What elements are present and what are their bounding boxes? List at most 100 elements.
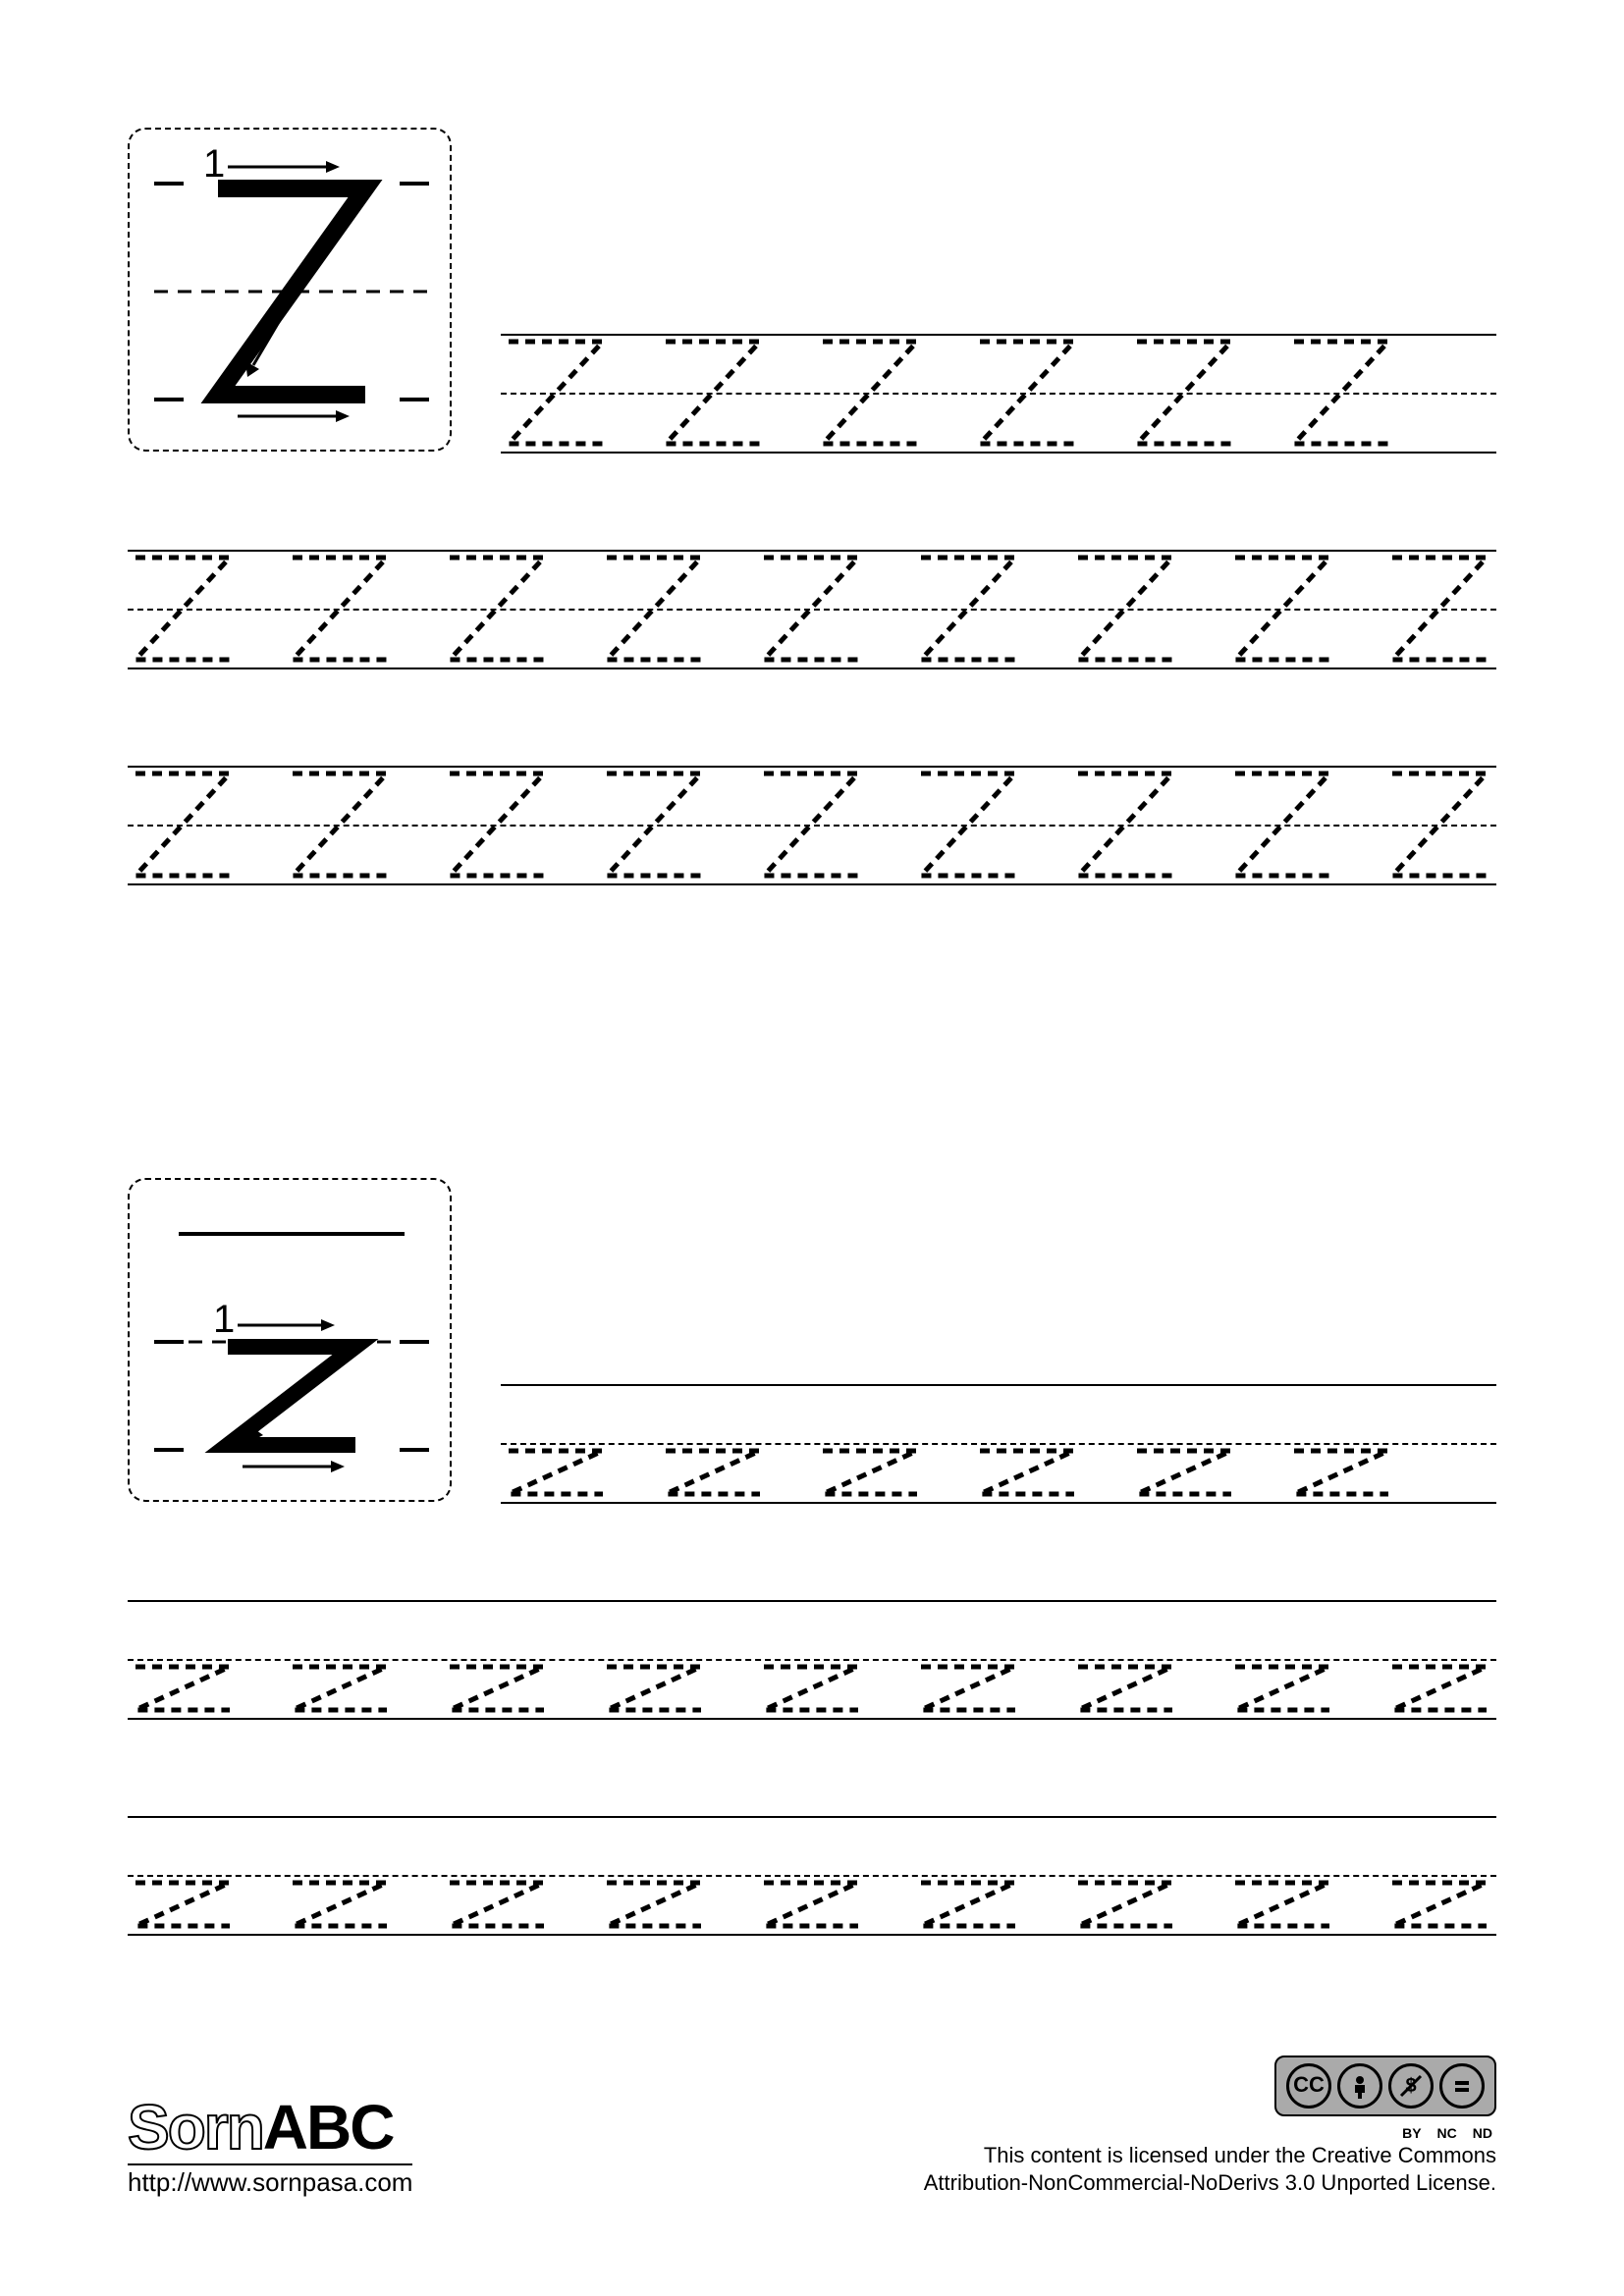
trace-letter	[1227, 766, 1384, 883]
demo-box-lower-z: 1	[128, 1178, 452, 1502]
trace-letter-z	[1384, 1875, 1542, 1934]
trace-letter	[285, 550, 442, 667]
brand: SornABC http://www.sornpasa.com	[128, 2091, 412, 2198]
trace-letter	[756, 550, 913, 667]
trace-letter-z	[501, 1443, 658, 1502]
trace-letter-z	[1070, 550, 1227, 667]
trace-letter	[599, 766, 756, 883]
trace-letter-z	[756, 1659, 913, 1718]
trace-letter-z	[1286, 1443, 1443, 1502]
brand-name: SornABC	[128, 2091, 412, 2163]
trace-letter-z	[442, 766, 599, 883]
trace-letter	[815, 1443, 972, 1502]
trace-letter-z	[913, 550, 1070, 667]
practice-row-lower	[128, 1600, 1496, 1718]
trace-letter-z	[1129, 334, 1286, 452]
trace-letter	[1286, 1443, 1443, 1502]
trace-letter-z	[128, 550, 285, 667]
footer: SornABC http://www.sornpasa.com CC $	[128, 2056, 1496, 2198]
trace-letter	[756, 1659, 913, 1718]
cc-badge: CC $	[1274, 2056, 1496, 2116]
trace-letter-z	[501, 334, 658, 452]
trace-letter-z	[599, 550, 756, 667]
trace-letter-z	[1384, 1659, 1542, 1718]
brand-outline: Sorn	[128, 2092, 263, 2163]
stroke-number-1-lower: 1	[213, 1298, 235, 1341]
trace-letter	[1384, 1875, 1542, 1934]
trace-letter-z	[285, 766, 442, 883]
trace-letter	[658, 334, 815, 452]
practice-row-upper	[128, 550, 1496, 667]
trace-letter	[1286, 334, 1443, 452]
trace-letter	[285, 1659, 442, 1718]
trace-letter-z	[1384, 766, 1542, 883]
trace-letter-z	[128, 766, 285, 883]
trace-letter	[1129, 334, 1286, 452]
trace-letter-z	[756, 550, 913, 667]
trace-letter	[1070, 550, 1227, 667]
demo-lower-z-svg: 1	[130, 1180, 454, 1504]
trace-letter-z	[913, 766, 1070, 883]
trace-letter-z	[815, 334, 972, 452]
trace-letter	[1070, 1875, 1227, 1934]
by-icon	[1337, 2063, 1382, 2109]
nc-icon: $	[1388, 2063, 1434, 2109]
trace-letter-z	[815, 1443, 972, 1502]
nd-icon	[1439, 2063, 1485, 2109]
trace-letter	[972, 1443, 1129, 1502]
trace-letter	[501, 334, 658, 452]
trace-letter	[756, 766, 913, 883]
trace-letter	[285, 766, 442, 883]
trace-letter	[599, 550, 756, 667]
trace-letter	[442, 550, 599, 667]
worksheet-page: 1 1	[0, 0, 1624, 2296]
trace-letter	[128, 766, 285, 883]
trace-letter-z	[599, 766, 756, 883]
cc-by-label: BY	[1402, 2124, 1421, 2142]
trace-letter	[972, 334, 1129, 452]
practice-row-lower	[501, 1384, 1496, 1502]
trace-letter	[815, 334, 972, 452]
trace-letter	[442, 1875, 599, 1934]
license-line1: This content is licensed under the Creat…	[924, 2142, 1496, 2170]
trace-letter	[913, 1875, 1070, 1934]
trace-letter-z	[1129, 1443, 1286, 1502]
trace-letter	[1384, 766, 1542, 883]
trace-letter	[442, 766, 599, 883]
trace-letter-z	[756, 1875, 913, 1934]
trace-letter	[128, 1659, 285, 1718]
trace-letter-z	[972, 1443, 1129, 1502]
trace-letter	[442, 1659, 599, 1718]
trace-letter	[913, 550, 1070, 667]
demo-upper-z-svg: 1	[130, 130, 454, 454]
trace-letter-z	[285, 1659, 442, 1718]
trace-letter	[1129, 1443, 1286, 1502]
trace-letter	[285, 1875, 442, 1934]
trace-letter-z	[658, 1443, 815, 1502]
trace-letter-z	[1227, 1875, 1384, 1934]
cc-labels: BY NC ND	[924, 2124, 1496, 2142]
trace-letter	[1070, 766, 1227, 883]
trace-letter-z	[285, 550, 442, 667]
trace-letter-z	[128, 1659, 285, 1718]
trace-letter-z	[756, 766, 913, 883]
trace-letter	[1384, 1659, 1542, 1718]
trace-letter-z	[1227, 550, 1384, 667]
trace-letter-z	[599, 1875, 756, 1934]
trace-letter	[599, 1659, 756, 1718]
trace-letter	[1070, 1659, 1227, 1718]
demo-box-upper-z: 1	[128, 128, 452, 452]
cc-icon: CC	[1286, 2063, 1331, 2109]
cc-nc-label: NC	[1437, 2124, 1457, 2142]
trace-letter-z	[913, 1875, 1070, 1934]
trace-letter	[599, 1875, 756, 1934]
trace-letter-z	[1227, 766, 1384, 883]
trace-letter-z	[442, 1875, 599, 1934]
trace-letter-z	[599, 1659, 756, 1718]
trace-letter	[1227, 550, 1384, 667]
trace-letter	[501, 1443, 658, 1502]
trace-letter-z	[913, 1659, 1070, 1718]
license-block: CC $ BY NC ND This content	[924, 2056, 1496, 2198]
brand-url: http://www.sornpasa.com	[128, 2163, 412, 2198]
trace-letter	[913, 1659, 1070, 1718]
